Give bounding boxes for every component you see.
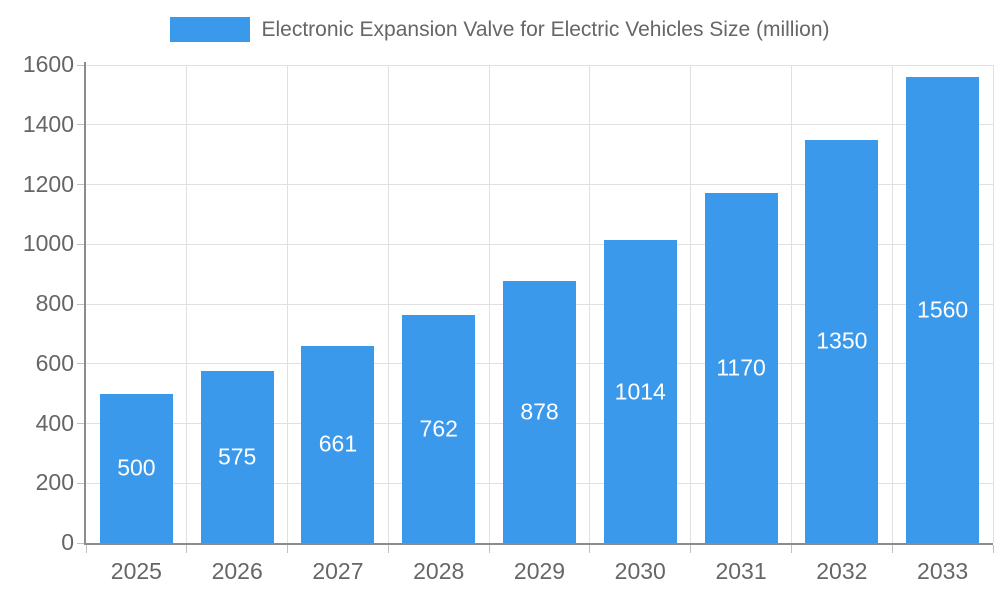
x-axis-tick	[186, 545, 188, 553]
bar[interactable]	[402, 315, 476, 543]
y-axis-tick-label: 1400	[22, 110, 74, 137]
bar[interactable]	[805, 139, 879, 543]
y-axis-tick	[77, 423, 86, 424]
y-gridline	[86, 184, 993, 185]
y-axis-tick-label: 1200	[22, 170, 74, 197]
x-axis-tick	[790, 545, 792, 553]
legend-swatch[interactable]	[170, 17, 251, 42]
y-axis-tick-label: 800	[35, 289, 74, 316]
x-gridline	[387, 65, 389, 543]
y-axis-tick-label: 200	[35, 469, 74, 496]
bar-value-label: 762	[419, 415, 458, 442]
bar[interactable]	[503, 280, 576, 543]
x-axis-category-label: 2026	[211, 558, 263, 584]
y-axis-tick	[77, 363, 86, 365]
bar[interactable]	[704, 193, 778, 543]
bar[interactable]	[301, 345, 375, 543]
y-axis-tick	[77, 184, 86, 185]
x-axis-category-label: 2030	[614, 558, 666, 584]
y-axis-tick-label: 1000	[22, 230, 74, 257]
x-gridline	[287, 65, 289, 543]
y-axis-tick-label: 0	[61, 528, 74, 555]
y-gridline	[86, 64, 993, 66]
y-axis-tick-label: 600	[35, 349, 74, 376]
bar[interactable]	[906, 76, 980, 543]
bar-value-label: 1560	[917, 296, 969, 323]
y-axis-tick	[77, 303, 86, 305]
y-axis-tick-label: 1600	[22, 50, 74, 77]
x-gridline	[790, 65, 792, 543]
x-axis-category-label: 2029	[513, 558, 566, 584]
x-gridline	[186, 65, 188, 543]
bar-value-label: 1170	[716, 354, 766, 381]
x-axis-tick	[891, 545, 893, 553]
bar-value-label: 661	[318, 430, 358, 457]
bar-value-label: 500	[117, 454, 156, 481]
x-axis-tick	[992, 545, 994, 553]
chart-legend: Electronic Expansion Valve for Electric …	[0, 17, 1000, 42]
bar[interactable]	[200, 371, 274, 543]
x-axis-category-label: 2031	[715, 558, 767, 584]
y-gridline	[86, 124, 993, 126]
x-axis-tick	[488, 545, 490, 553]
y-axis-tick	[77, 124, 86, 126]
bar[interactable]	[603, 240, 677, 543]
y-gridline	[86, 243, 993, 245]
x-axis-tick	[287, 545, 289, 553]
y-axis-tick-label: 400	[35, 409, 74, 436]
bar-value-label: 1350	[816, 327, 868, 354]
bar-value-label: 878	[520, 398, 559, 425]
x-axis-tick	[589, 545, 591, 553]
x-axis-tick	[387, 545, 389, 553]
y-axis-tick	[77, 542, 86, 544]
x-axis-line	[84, 543, 993, 545]
x-axis-tick	[690, 545, 692, 553]
x-gridline	[589, 65, 591, 543]
bar[interactable]	[99, 393, 173, 543]
x-axis-category-label: 2033	[917, 558, 969, 584]
bar-value-label: 575	[217, 443, 257, 470]
x-gridline	[690, 65, 692, 543]
y-axis-tick	[77, 64, 86, 66]
x-axis-category-label: 2027	[312, 558, 364, 584]
x-axis-category-label: 2025	[110, 558, 162, 584]
x-axis-tick	[85, 545, 87, 553]
x-axis-category-label: 2028	[413, 558, 465, 584]
x-gridline	[891, 65, 893, 543]
x-gridline	[992, 65, 994, 543]
y-axis-line	[84, 62, 86, 545]
y-axis-tick	[77, 243, 86, 245]
x-gridline	[488, 65, 490, 543]
y-axis-tick	[77, 482, 86, 484]
x-axis-category-label: 2032	[816, 558, 868, 584]
legend-label[interactable]: Electronic Expansion Valve for Electric …	[261, 17, 830, 41]
bar-value-label: 1014	[614, 378, 666, 405]
